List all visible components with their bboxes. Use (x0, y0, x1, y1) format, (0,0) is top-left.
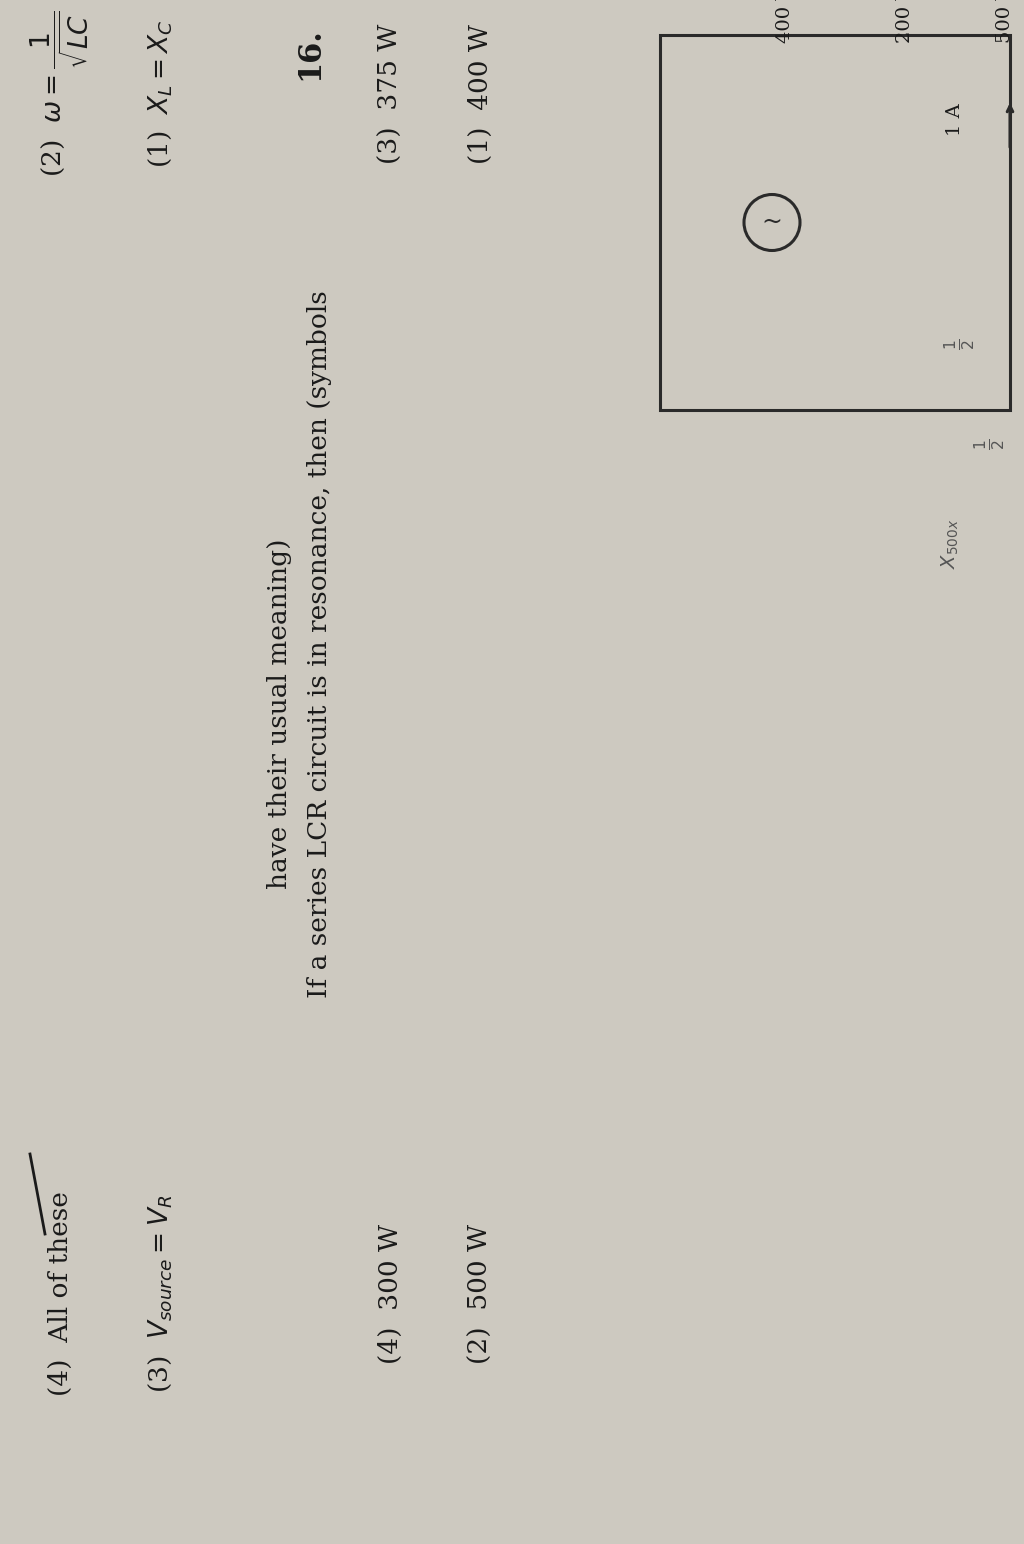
Text: If a series LCR circuit is in resonance, then (symbols: If a series LCR circuit is in resonance,… (307, 290, 333, 997)
Bar (660, 36, 1010, 411)
Text: $\frac{1}{2}$: $\frac{1}{2}$ (942, 338, 978, 350)
Text: 500 V: 500 V (996, 0, 1014, 43)
Text: ~: ~ (762, 212, 782, 235)
Text: 200 V: 200 V (896, 0, 914, 43)
Text: (1)  $X_L = X_C$: (1) $X_L = X_C$ (146, 20, 174, 168)
Text: (4)  All of these: (4) All of these (47, 1192, 73, 1396)
Text: (3)  $V_{source} = V_R$: (3) $V_{source} = V_R$ (146, 1195, 174, 1393)
Text: (3)  375 W: (3) 375 W (378, 23, 402, 164)
Text: (1)  400 W: (1) 400 W (468, 25, 493, 164)
Text: (2)  $\omega = \dfrac{1}{\sqrt{LC}}$: (2) $\omega = \dfrac{1}{\sqrt{LC}}$ (29, 11, 91, 178)
Text: have their usual meaning): have their usual meaning) (267, 539, 293, 889)
Text: 400 V: 400 V (776, 0, 794, 43)
Text: 1 A: 1 A (946, 103, 964, 136)
Text: (2)  500 W: (2) 500 W (468, 1224, 493, 1363)
Text: $\frac{1}{2}$: $\frac{1}{2}$ (973, 438, 1008, 449)
Text: 16.: 16. (295, 28, 326, 80)
Text: (4)  300 W: (4) 300 W (378, 1224, 402, 1363)
Text: $X_{500x}$: $X_{500x}$ (939, 519, 961, 570)
